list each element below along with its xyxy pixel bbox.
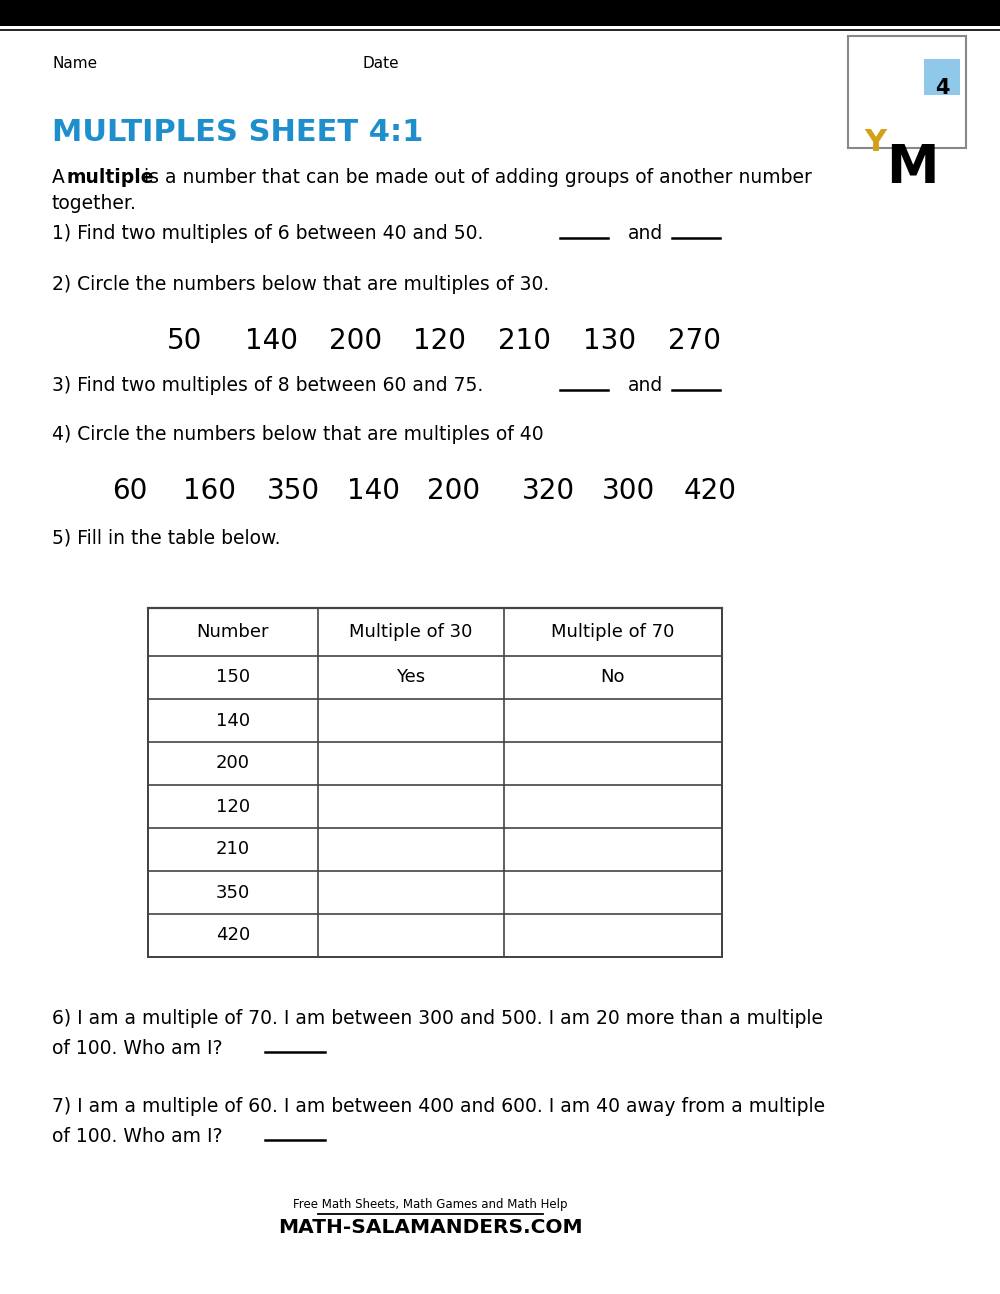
Text: 140: 140 bbox=[348, 477, 400, 505]
Text: is a number that can be made out of adding groups of another number: is a number that can be made out of addi… bbox=[138, 168, 812, 188]
Text: A: A bbox=[52, 168, 71, 188]
Text: 320: 320 bbox=[521, 477, 575, 505]
Text: 210: 210 bbox=[498, 327, 550, 355]
Text: 5) Fill in the table below.: 5) Fill in the table below. bbox=[52, 528, 280, 547]
Text: 210: 210 bbox=[216, 841, 250, 858]
Text: together.: together. bbox=[52, 194, 137, 214]
Text: 350: 350 bbox=[216, 884, 250, 902]
Text: 300: 300 bbox=[601, 477, 655, 505]
Text: 4) Circle the numbers below that are multiples of 40: 4) Circle the numbers below that are mul… bbox=[52, 424, 544, 444]
Text: Number: Number bbox=[197, 622, 269, 641]
Text: MULTIPLES SHEET 4:1: MULTIPLES SHEET 4:1 bbox=[52, 118, 423, 148]
Text: 6) I am a multiple of 70. I am between 300 and 500. I am 20 more than a multiple: 6) I am a multiple of 70. I am between 3… bbox=[52, 1009, 823, 1027]
Text: 350: 350 bbox=[266, 477, 320, 505]
Bar bbox=[924, 60, 960, 94]
Text: Date: Date bbox=[362, 56, 399, 71]
Text: 120: 120 bbox=[216, 797, 250, 815]
Text: MATH-SALAMANDERS.COM: MATH-SALAMANDERS.COM bbox=[278, 1218, 582, 1237]
Text: 7) I am a multiple of 60. I am between 400 and 600. I am 40 away from a multiple: 7) I am a multiple of 60. I am between 4… bbox=[52, 1097, 825, 1115]
Text: 120: 120 bbox=[414, 327, 466, 355]
Text: 200: 200 bbox=[427, 477, 481, 505]
Text: Multiple of 70: Multiple of 70 bbox=[551, 622, 675, 641]
Text: 2) Circle the numbers below that are multiples of 30.: 2) Circle the numbers below that are mul… bbox=[52, 276, 549, 294]
Text: 4: 4 bbox=[935, 78, 949, 98]
Text: 60: 60 bbox=[112, 477, 148, 505]
Text: and: and bbox=[628, 224, 663, 243]
Text: 150: 150 bbox=[216, 669, 250, 687]
Text: 1) Find two multiples of 6 between 40 and 50.: 1) Find two multiples of 6 between 40 an… bbox=[52, 224, 483, 243]
Text: Free Math Sheets, Math Games and Math Help: Free Math Sheets, Math Games and Math He… bbox=[293, 1198, 567, 1211]
Text: of 100. Who am I?: of 100. Who am I? bbox=[52, 1039, 222, 1058]
Text: Y: Y bbox=[864, 128, 886, 157]
Text: M: M bbox=[886, 142, 938, 194]
Text: 130: 130 bbox=[583, 327, 637, 355]
Text: of 100. Who am I?: of 100. Who am I? bbox=[52, 1127, 222, 1146]
Text: 3) Find two multiples of 8 between 60 and 75.: 3) Find two multiples of 8 between 60 an… bbox=[52, 377, 483, 395]
Text: Yes: Yes bbox=[396, 669, 426, 687]
Text: multiple: multiple bbox=[66, 168, 154, 188]
Text: 420: 420 bbox=[684, 477, 736, 505]
Text: 140: 140 bbox=[246, 327, 298, 355]
Text: 420: 420 bbox=[216, 927, 250, 945]
Text: and: and bbox=[628, 377, 663, 395]
Text: Name: Name bbox=[52, 56, 97, 71]
Text: Multiple of 30: Multiple of 30 bbox=[349, 622, 473, 641]
Text: No: No bbox=[601, 669, 625, 687]
Text: 200: 200 bbox=[329, 327, 383, 355]
Bar bbox=[848, 36, 966, 148]
Text: 200: 200 bbox=[216, 754, 250, 773]
Text: 270: 270 bbox=[668, 327, 722, 355]
Text: 160: 160 bbox=[184, 477, 237, 505]
Text: 140: 140 bbox=[216, 712, 250, 730]
Bar bbox=[148, 608, 722, 958]
Text: 50: 50 bbox=[167, 327, 203, 355]
